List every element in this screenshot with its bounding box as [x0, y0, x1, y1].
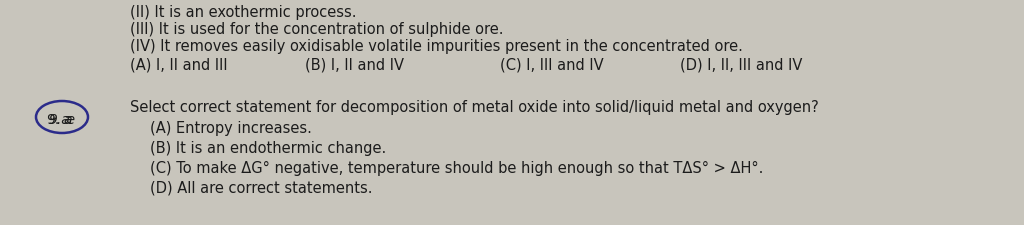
- Text: (D) All are correct statements.: (D) All are correct statements.: [150, 180, 373, 195]
- Text: (B) I, II and IV: (B) I, II and IV: [305, 57, 404, 72]
- Text: (C) I, III and IV: (C) I, III and IV: [500, 57, 603, 72]
- Text: (B) It is an endothermic change.: (B) It is an endothermic change.: [150, 140, 386, 155]
- Text: (D) I, II, III and IV: (D) I, II, III and IV: [680, 57, 803, 72]
- Text: (A) I, II and III: (A) I, II and III: [130, 57, 227, 72]
- Text: (III) It is used for the concentration of sulphide ore.: (III) It is used for the concentration o…: [130, 22, 504, 37]
- Text: a: a: [63, 112, 72, 126]
- Text: 9.: 9.: [46, 112, 59, 126]
- Text: (A) Entropy increases.: (A) Entropy increases.: [150, 120, 312, 135]
- Text: (II) It is an exothermic process.: (II) It is an exothermic process.: [130, 5, 356, 20]
- Text: Select correct statement for decomposition of metal oxide into solid/liquid meta: Select correct statement for decompositi…: [130, 99, 819, 115]
- Text: (C) To make ΔG° negative, temperature should be high enough so that TΔS° > ΔH°.: (C) To make ΔG° negative, temperature sh…: [150, 160, 763, 175]
- Text: (IV) It removes easily oxidisable volatile impurities present in the concentrate: (IV) It removes easily oxidisable volati…: [130, 39, 742, 54]
- Text: 9.æ: 9.æ: [48, 112, 76, 126]
